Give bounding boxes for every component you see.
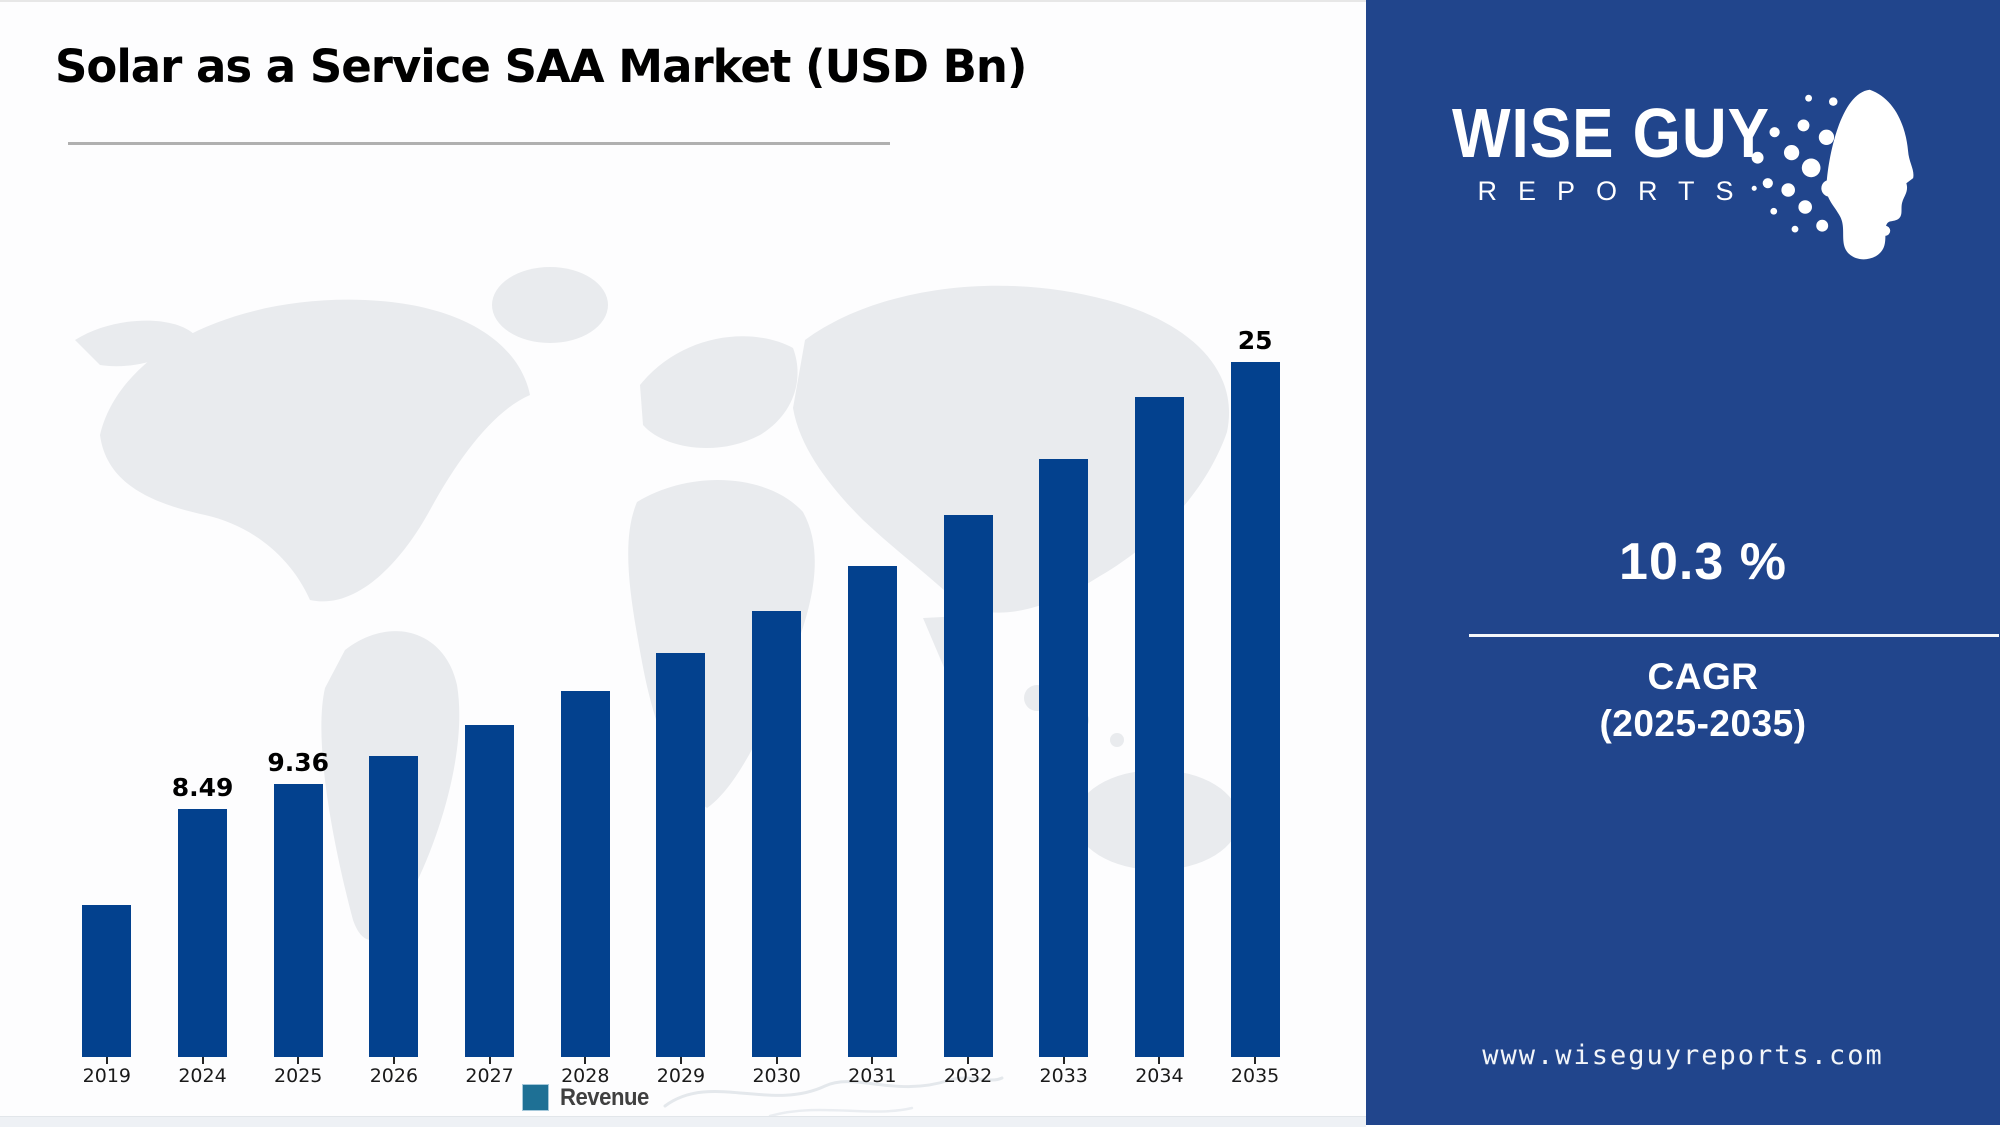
x-axis-cell: 2029 bbox=[633, 1057, 729, 1086]
legend: Revenue bbox=[522, 1084, 657, 1111]
x-axis-tick bbox=[775, 1057, 778, 1064]
bar-column bbox=[825, 328, 921, 1057]
cagr-range: (2025-2035) bbox=[1599, 703, 1807, 744]
x-axis-tick bbox=[584, 1057, 587, 1064]
cagr-divider bbox=[1469, 634, 1999, 637]
x-axis-cell: 2030 bbox=[729, 1057, 825, 1086]
bar-column bbox=[729, 328, 825, 1057]
revenue-bar bbox=[82, 905, 132, 1057]
x-axis-tick bbox=[297, 1057, 300, 1064]
x-axis-tick bbox=[679, 1057, 682, 1064]
revenue-bar bbox=[1134, 397, 1184, 1057]
revenue-bar bbox=[465, 725, 515, 1057]
bar-value-label: 25 bbox=[1237, 326, 1273, 355]
x-axis-tick bbox=[488, 1057, 491, 1064]
revenue-bar bbox=[560, 690, 610, 1057]
revenue-bar bbox=[752, 611, 802, 1057]
revenue-bar bbox=[369, 756, 419, 1057]
x-axis-tick bbox=[201, 1057, 204, 1064]
revenue-bar bbox=[273, 784, 323, 1057]
bar-column bbox=[537, 328, 633, 1057]
x-axis-tick-label: 2035 bbox=[1230, 1065, 1280, 1087]
revenue-bar bbox=[656, 653, 706, 1057]
revenue-bar bbox=[943, 514, 993, 1057]
x-axis-cell: 2035 bbox=[1207, 1057, 1303, 1086]
bar-value-label: 8.49 bbox=[171, 773, 234, 803]
x-axis-cell: 2027 bbox=[442, 1057, 538, 1086]
brand-name: WISE GUY bbox=[1451, 95, 1771, 173]
x-axis-tick-label: 2026 bbox=[369, 1065, 419, 1087]
x-axis-tick bbox=[1062, 1057, 1065, 1064]
bar-column bbox=[346, 328, 442, 1057]
revenue-bar bbox=[178, 809, 228, 1057]
cagr-label: CAGR bbox=[1647, 656, 1759, 697]
x-axis-cell: 2031 bbox=[825, 1057, 921, 1086]
x-axis-row: 2019 2024 2025 2026 2027 2028 2029 2030 2031 2032… bbox=[59, 1057, 1303, 1086]
x-axis-cell: 2019 bbox=[59, 1057, 155, 1086]
x-axis-tick bbox=[392, 1057, 395, 1064]
legend-swatch-icon bbox=[522, 1084, 549, 1111]
x-axis-tick-label: 2027 bbox=[465, 1065, 514, 1087]
chart-title: Solar as a Service SAA Market (USD Bn) bbox=[55, 40, 1028, 93]
bar-column: 9.36 bbox=[250, 328, 346, 1057]
brand-subname: REPORTS bbox=[1477, 176, 1755, 206]
bar-column bbox=[633, 328, 729, 1057]
signature-watermark-icon bbox=[663, 1076, 1004, 1118]
bar-column bbox=[442, 328, 538, 1057]
x-axis-tick-label: 2033 bbox=[1039, 1065, 1088, 1087]
x-axis-tick-label: 2034 bbox=[1135, 1065, 1184, 1087]
revenue-bar bbox=[1230, 362, 1280, 1057]
x-axis-tick-label: 2025 bbox=[274, 1065, 323, 1087]
x-axis-cell: 2025 bbox=[250, 1057, 346, 1086]
bar-column bbox=[59, 328, 155, 1057]
title-underline bbox=[68, 142, 890, 145]
x-axis-tick bbox=[871, 1057, 874, 1064]
x-axis-tick-label: 2028 bbox=[561, 1065, 610, 1087]
x-axis-tick-label: 2031 bbox=[848, 1065, 897, 1087]
revenue-bar bbox=[1039, 459, 1089, 1057]
x-axis-tick bbox=[105, 1057, 108, 1064]
legend-label: Revenue bbox=[560, 1083, 649, 1111]
bottom-strip bbox=[0, 1116, 1366, 1127]
x-axis-tick-label: 2032 bbox=[943, 1065, 993, 1087]
cagr-value: 10.3 % bbox=[1619, 533, 1787, 591]
x-axis-tick bbox=[1158, 1057, 1161, 1064]
x-axis-cell: 2034 bbox=[1112, 1057, 1208, 1086]
x-axis-cell: 2026 bbox=[346, 1057, 442, 1086]
x-axis-tick bbox=[967, 1057, 970, 1064]
x-axis-cell: 2032 bbox=[920, 1057, 1016, 1086]
bar-column: 8.49 bbox=[155, 328, 251, 1057]
x-axis-tick-label: 2029 bbox=[656, 1065, 706, 1087]
x-axis-cell: 2028 bbox=[537, 1057, 633, 1086]
sidebar-panel: WISE GUY REPORTS bbox=[1366, 0, 2000, 1125]
x-axis-cell: 2033 bbox=[1016, 1057, 1112, 1086]
bar-column: 25 bbox=[1207, 328, 1303, 1057]
bar-value-label: 9.36 bbox=[267, 748, 330, 778]
chart-panel: Solar as a Service SAA Market (USD Bn) bbox=[0, 0, 1366, 1127]
head-profile-icon bbox=[1751, 89, 1914, 260]
x-axis-tick-label: 2030 bbox=[752, 1065, 801, 1087]
x-axis-cell: 2024 bbox=[155, 1057, 251, 1086]
bar-column bbox=[920, 328, 1016, 1057]
x-axis-tick bbox=[1254, 1057, 1257, 1064]
website-url: www.wiseguyreports.com bbox=[1482, 1040, 1884, 1071]
brand-logo: WISE GUY REPORTS bbox=[1366, 78, 2000, 268]
x-axis-tick-label: 2024 bbox=[178, 1065, 227, 1087]
bar-column bbox=[1016, 328, 1112, 1057]
revenue-bar bbox=[847, 565, 897, 1057]
bars-row: 8.49 9.36 25 bbox=[59, 328, 1303, 1057]
brand-logo-text: WISE GUY REPORTS bbox=[1451, 95, 1771, 206]
bar-column bbox=[1112, 328, 1208, 1057]
x-axis-tick-label: 2019 bbox=[82, 1065, 132, 1087]
